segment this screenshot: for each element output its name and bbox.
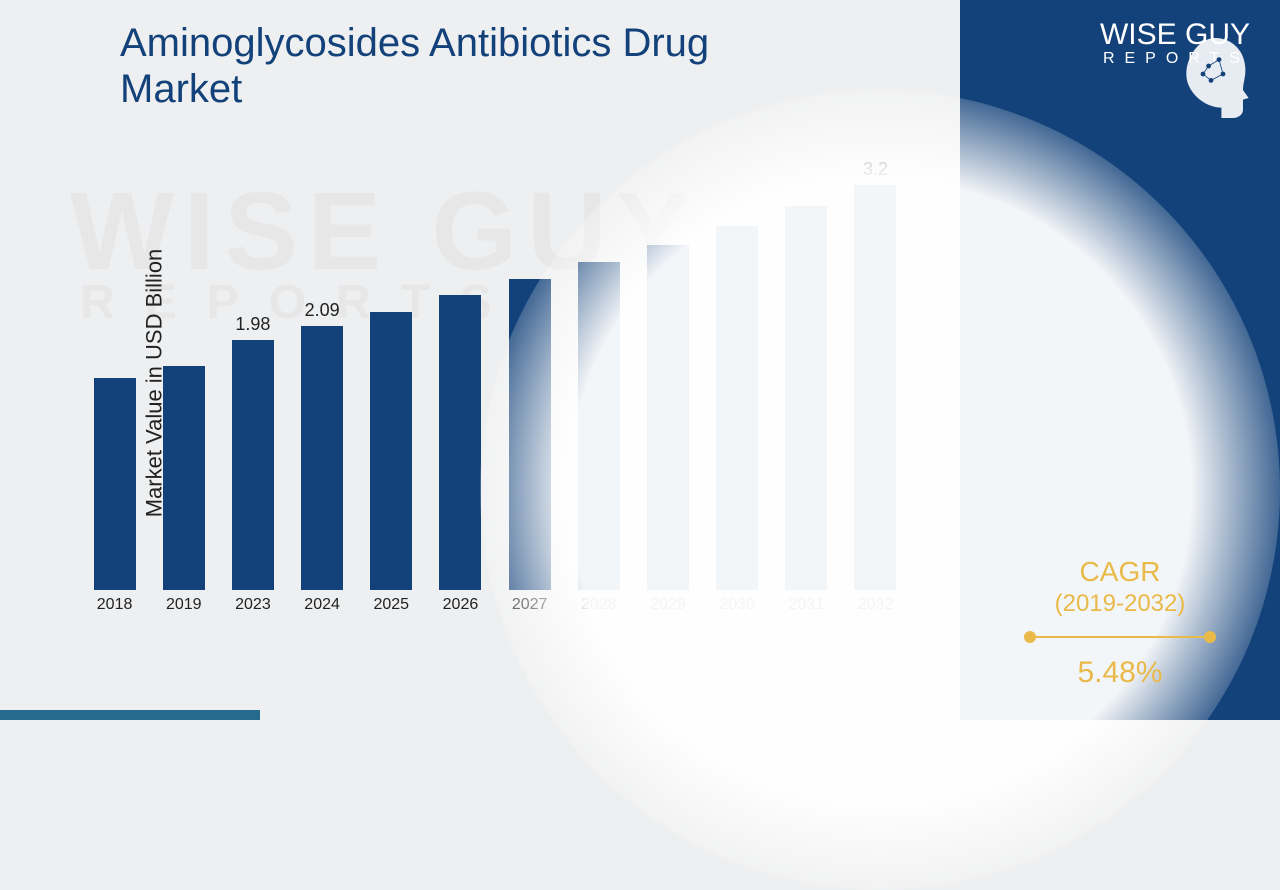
bar-wrap [495,253,564,590]
x-axis-tick-label: 2018 [80,596,149,614]
x-axis-tick-label: 2031 [772,596,841,614]
x-axis-tick-label: 2026 [426,596,495,614]
bar [785,206,827,590]
bar-chart: 1.982.093.2 2018201920232024202520262027… [80,160,910,590]
bar-wrap [80,352,149,590]
cagr-value: 5.48% [960,656,1280,690]
cagr-box: CAGR (2019-2032) 5.48% [960,556,1280,690]
bar [301,326,343,590]
cagr-years: (2019-2032) [960,590,1280,618]
bar [647,245,689,590]
bar-wrap [357,286,426,590]
x-axis-tick-label: 2027 [495,596,564,614]
bar [439,295,481,590]
bar-wrap [772,180,841,590]
bar [854,185,896,590]
bar-wrap [633,219,702,590]
bar-value-label: 2.09 [305,300,340,322]
cagr-divider [1030,636,1210,638]
bar [163,366,205,590]
brand-logo: WISE GUY REPORTS [1100,18,1250,68]
bar-value-label: 1.98 [235,314,270,336]
bars-container: 1.98 2.09 3.2 [80,160,910,590]
bar [232,340,274,590]
bar-wrap [703,200,772,590]
cagr-label: CAGR [960,556,1280,588]
x-axis-tick-label: 2030 [703,596,772,614]
bar [716,226,758,590]
x-axis-tick-label: 2024 [288,596,357,614]
right-panel: WISE GUY REPORTS CAGR (2019-2032) 5.48% [960,0,1280,720]
bar [94,378,136,590]
head-icon [1175,33,1255,123]
bar-wrap [149,340,218,590]
bar [578,262,620,590]
bar-wrap [426,269,495,590]
main-area: Aminoglycosides Antibiotics Drug Market … [0,0,960,720]
x-axis-tick-label: 2028 [564,596,633,614]
x-axis-tick-label: 2032 [841,596,910,614]
bar-wrap: 1.98 [218,314,287,590]
bar [370,312,412,590]
bar-value-label: 3.2 [863,159,888,181]
x-axis-tick-label: 2025 [357,596,426,614]
x-axis-labels: 2018201920232024202520262027202820292030… [80,596,910,614]
bar [509,279,551,590]
chart-title: Aminoglycosides Antibiotics Drug Market [120,20,840,112]
x-axis-tick-label: 2023 [218,596,287,614]
bottom-accent-bar [0,710,260,720]
bar-wrap [564,236,633,590]
x-axis-tick-label: 2019 [149,596,218,614]
bar-wrap: 2.09 [288,300,357,590]
bar-wrap: 3.2 [841,159,910,590]
x-axis-tick-label: 2029 [633,596,702,614]
